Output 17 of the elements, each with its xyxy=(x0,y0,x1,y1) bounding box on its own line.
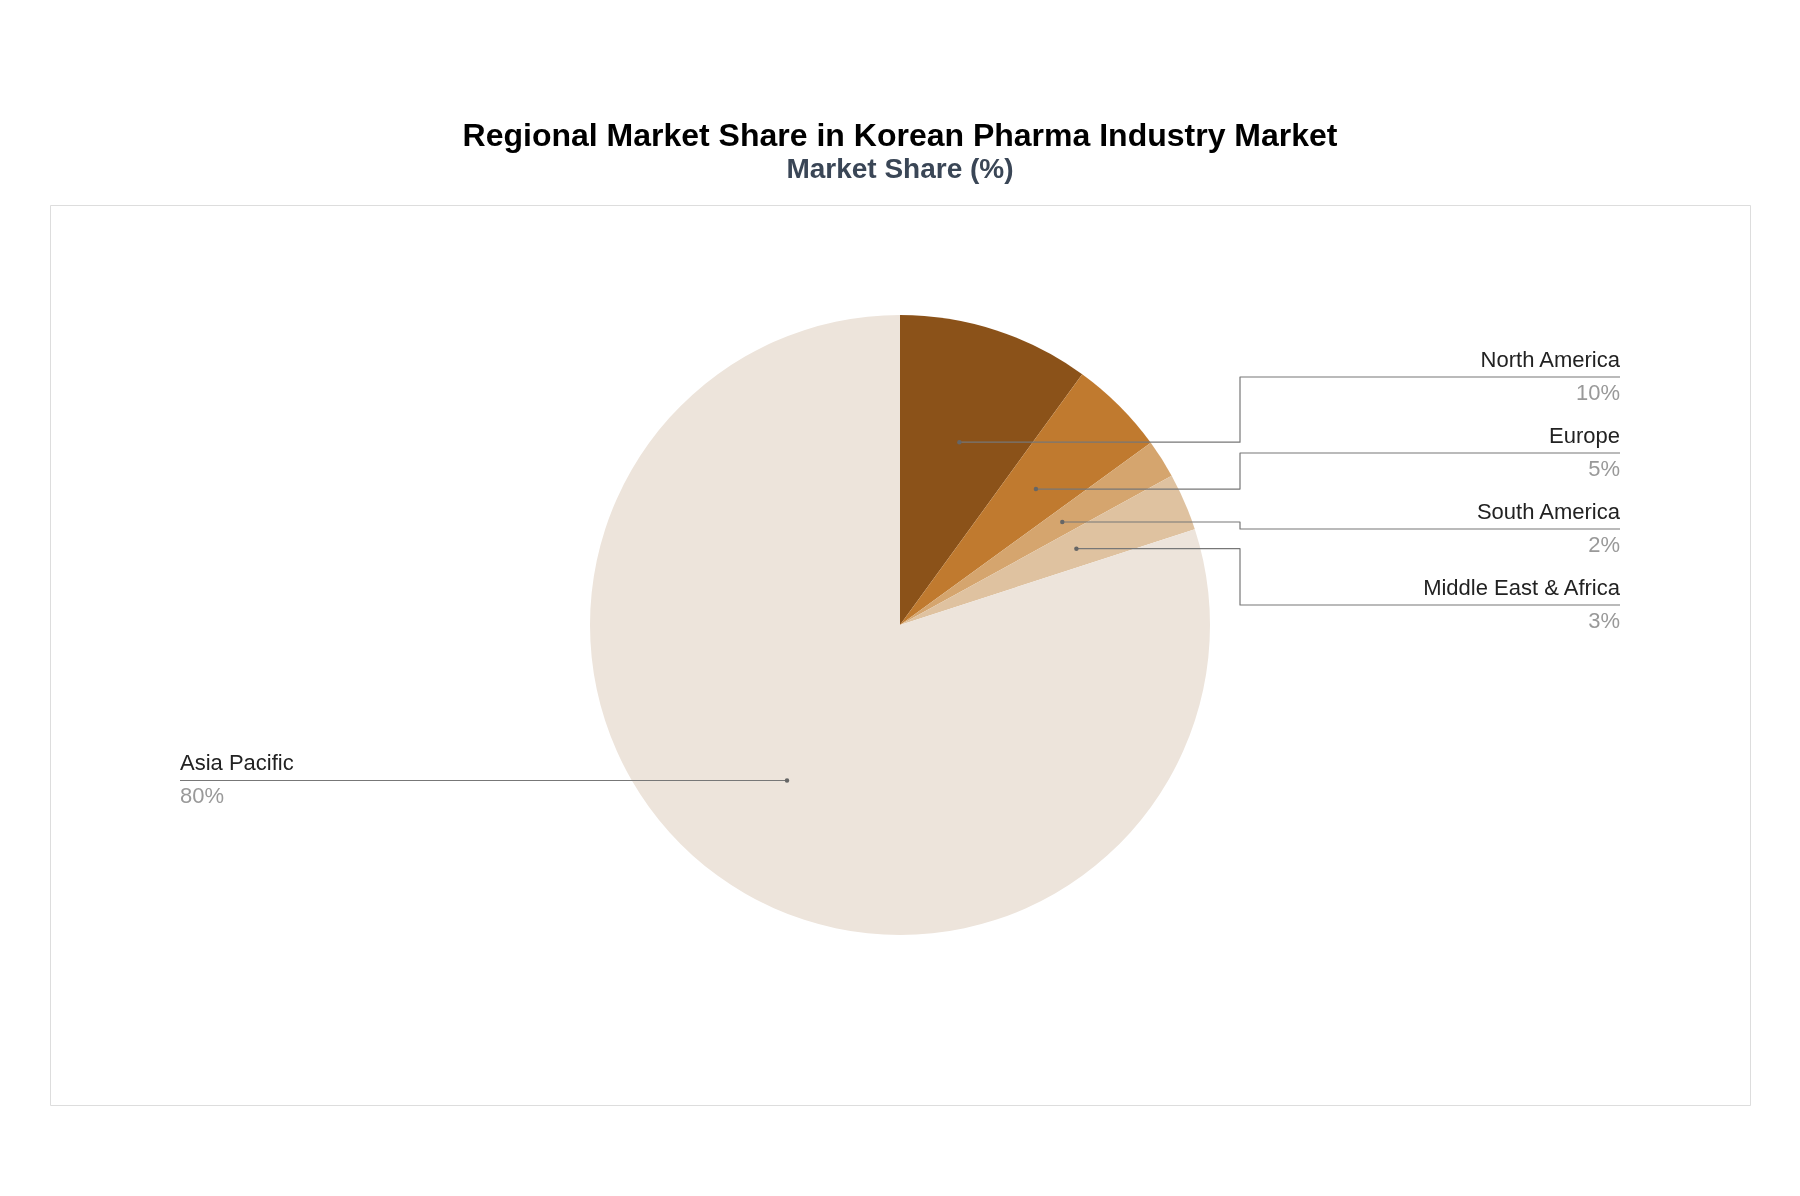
slice-label: North America xyxy=(1480,347,1621,372)
pie-slice xyxy=(900,374,1151,625)
data-label: 5% xyxy=(1588,456,1620,481)
slice-label: South America xyxy=(1476,499,1621,524)
data-label: 80% xyxy=(180,783,225,809)
data-label: 10% xyxy=(1575,380,1620,405)
slice-label: Asia Pacific xyxy=(180,750,294,776)
data-label: 3% xyxy=(1588,608,1620,633)
slice-label: Middle East & Africa xyxy=(1423,575,1621,600)
data-label: 2% xyxy=(1588,532,1620,557)
chart-subtitle: Market Share (%) xyxy=(786,153,1014,184)
pie-slice xyxy=(900,475,1195,625)
pie-slice xyxy=(900,442,1172,625)
pie-slice xyxy=(590,315,1210,935)
chart-title: Regional Market Share in Korean Pharma Industry Market xyxy=(462,117,1338,153)
slice-label: Europe xyxy=(1549,423,1620,448)
pie-slice xyxy=(900,315,1083,625)
